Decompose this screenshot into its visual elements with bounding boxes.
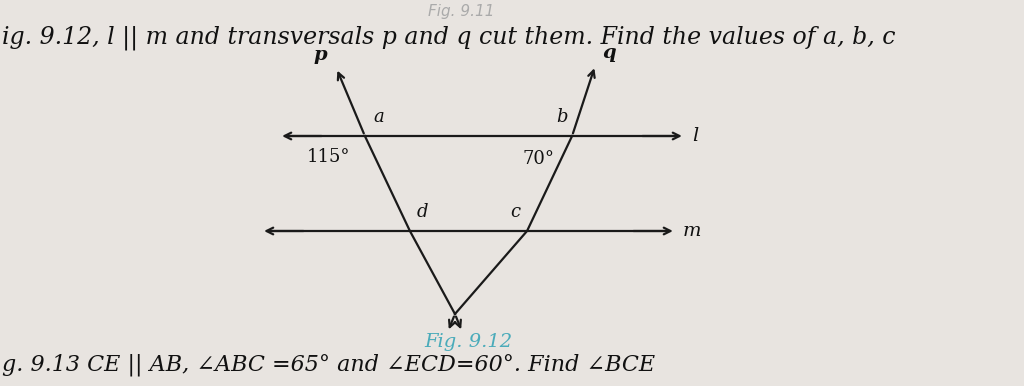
Text: Fig. 9.12: Fig. 9.12 (424, 333, 513, 351)
Text: a: a (374, 108, 385, 126)
Text: g. 9.13 CE || AB, ∠ABC =65° and ∠ECD=60°. Find ∠BCE: g. 9.13 CE || AB, ∠ABC =65° and ∠ECD=60°… (2, 354, 655, 376)
Text: c: c (511, 203, 521, 221)
Text: b: b (556, 108, 567, 126)
Text: p: p (313, 46, 328, 64)
Text: ig. 9.12, l || m and transversals p and q cut them. Find the values of a, b, c: ig. 9.12, l || m and transversals p and … (2, 26, 895, 51)
Text: 70°: 70° (522, 150, 555, 168)
Text: m: m (683, 222, 701, 240)
Text: 115°: 115° (306, 148, 350, 166)
Text: Fig. 9.11: Fig. 9.11 (428, 4, 495, 19)
Text: d: d (416, 203, 428, 221)
Text: q: q (602, 44, 616, 61)
Text: l: l (692, 127, 698, 145)
